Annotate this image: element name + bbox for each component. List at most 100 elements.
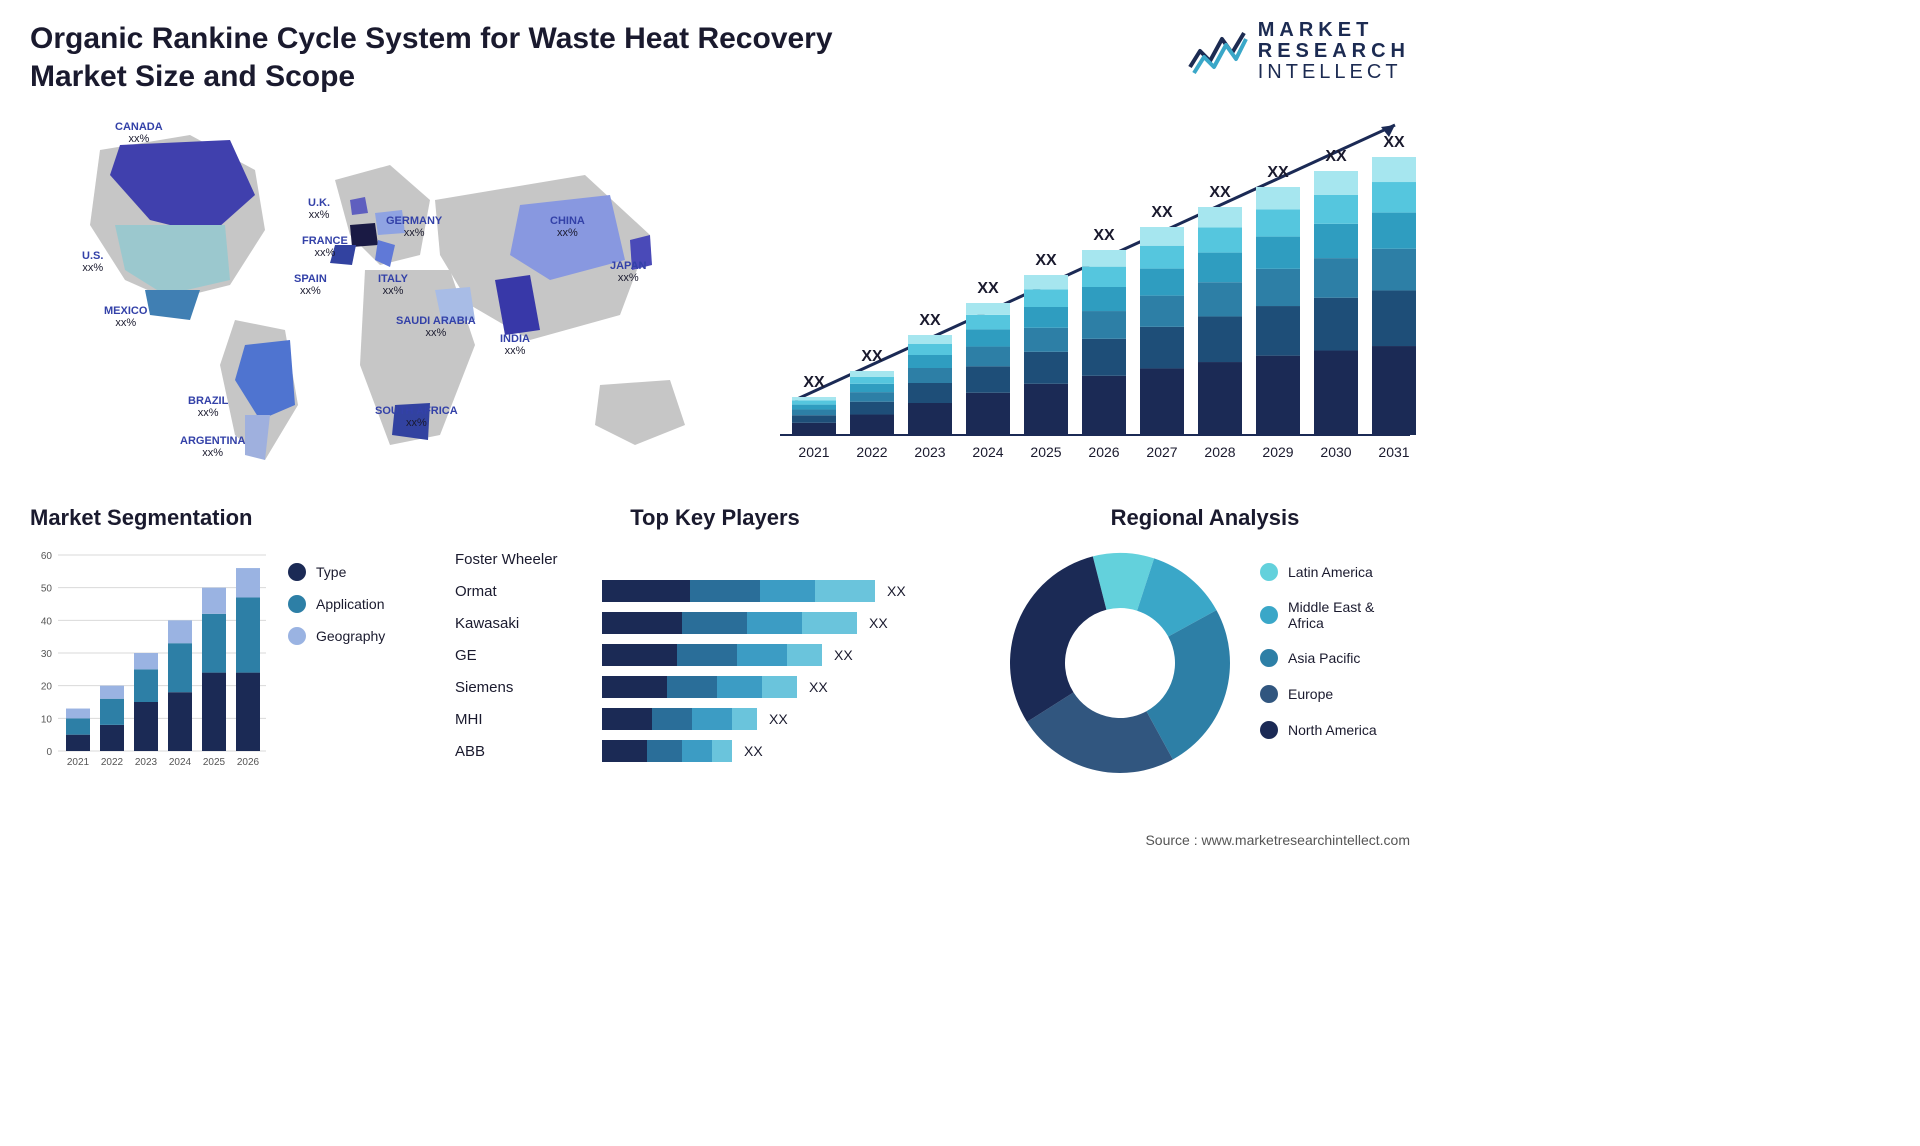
brand-logo: MARKET RESEARCH INTELLECT	[1188, 20, 1410, 83]
svg-text:2027: 2027	[1146, 444, 1177, 460]
map-country-label: JAPANxx%	[610, 260, 646, 284]
svg-text:XX: XX	[1267, 164, 1289, 181]
svg-text:2025: 2025	[203, 757, 226, 768]
page-title: Organic Rankine Cycle System for Waste H…	[30, 20, 850, 95]
map-country-label: ITALYxx%	[378, 273, 408, 297]
player-label: ABB	[455, 743, 590, 760]
svg-text:2023: 2023	[914, 444, 945, 460]
svg-text:0: 0	[46, 747, 52, 758]
svg-text:40: 40	[41, 616, 53, 627]
player-bar	[602, 580, 875, 602]
regional-title: Regional Analysis	[1000, 505, 1410, 531]
svg-text:60: 60	[41, 551, 53, 562]
svg-text:2023: 2023	[135, 757, 158, 768]
svg-text:2025: 2025	[1030, 444, 1061, 460]
segmentation-chart: 0 10 20 30 40 50 60 2021 2022 2023 2024 2025 2026 Ty…	[30, 543, 430, 773]
player-value: XX	[834, 647, 853, 663]
svg-text:XX: XX	[1383, 134, 1405, 151]
svg-text:2024: 2024	[169, 757, 192, 768]
svg-text:XX: XX	[1151, 204, 1173, 221]
player-label: Ormat	[455, 583, 590, 600]
segmentation-legend: Type Application Geography	[288, 563, 385, 773]
svg-text:XX: XX	[977, 280, 999, 297]
segmentation-legend-item: Geography	[288, 627, 385, 645]
map-country-label: SOUTH AFRICAxx%	[375, 405, 458, 429]
regional-legend-item: Latin America	[1260, 563, 1390, 581]
logo-text-3: INTELLECT	[1258, 62, 1410, 83]
map-country-label: MEXICOxx%	[104, 305, 147, 329]
svg-text:2021: 2021	[67, 757, 90, 768]
player-value: XX	[769, 711, 788, 727]
svg-text:XX: XX	[861, 348, 883, 365]
map-country-label: CHINAxx%	[550, 215, 585, 239]
player-bar	[602, 740, 732, 762]
map-country-label: U.S.xx%	[82, 250, 103, 274]
svg-text:2022: 2022	[101, 757, 124, 768]
player-bar	[602, 676, 797, 698]
player-value: XX	[869, 615, 888, 631]
player-label: Kawasaki	[455, 615, 590, 632]
map-country-label: FRANCExx%	[302, 235, 348, 259]
player-label: GE	[455, 647, 590, 664]
svg-text:2022: 2022	[856, 444, 887, 460]
player-label: MHI	[455, 711, 590, 728]
player-row: MHI XX	[455, 703, 975, 735]
player-row: Foster Wheeler	[455, 543, 975, 575]
regional-legend-item: North America	[1260, 721, 1390, 739]
players-title: Top Key Players	[455, 505, 975, 531]
map-country-label: BRAZILxx%	[188, 395, 228, 419]
svg-text:XX: XX	[1325, 148, 1347, 165]
logo-icon	[1188, 27, 1248, 77]
player-row: Kawasaki XX	[455, 607, 975, 639]
player-bar	[602, 708, 757, 730]
player-value: XX	[809, 679, 828, 695]
player-bar	[602, 612, 857, 634]
map-country-label: U.K.xx%	[308, 197, 330, 221]
logo-text-1: MARKET	[1258, 20, 1410, 41]
svg-text:30: 30	[41, 649, 53, 660]
svg-text:2029: 2029	[1262, 444, 1293, 460]
logo-text-2: RESEARCH	[1258, 41, 1410, 62]
svg-text:2028: 2028	[1204, 444, 1235, 460]
svg-text:50: 50	[41, 584, 53, 595]
player-row: GE XX	[455, 639, 975, 671]
map-country-label: INDIAxx%	[500, 333, 530, 357]
segmentation-legend-item: Type	[288, 563, 385, 581]
players-chart: Foster WheelerOrmatXXKawasakiXXGEXXSieme…	[455, 543, 975, 767]
map-country-label: ARGENTINAxx%	[180, 435, 245, 459]
map-country-label: SPAINxx%	[294, 273, 327, 297]
regional-legend-item: Middle East & Africa	[1260, 599, 1390, 631]
regional-legend: Latin America Middle East & Africa Asia Pa…	[1260, 563, 1390, 739]
svg-text:2024: 2024	[972, 444, 1003, 460]
svg-text:XX: XX	[1209, 184, 1231, 201]
world-map: CANADAxx% U.S.xx% MEXICOxx% BRAZILxx% ARGENT…	[30, 105, 730, 485]
svg-text:10: 10	[41, 714, 53, 725]
growth-bar-chart: XX 2021 XX 2022 XX 2023 XX 2024 XX 2025 XX 2026 XX 20…	[760, 105, 1420, 485]
svg-text:2031: 2031	[1378, 444, 1409, 460]
svg-text:XX: XX	[1035, 252, 1057, 269]
player-value: XX	[744, 743, 763, 759]
player-row: ABB XX	[455, 735, 975, 767]
player-row: Ormat XX	[455, 575, 975, 607]
player-bar	[602, 644, 822, 666]
svg-text:2026: 2026	[237, 757, 260, 768]
svg-text:2030: 2030	[1320, 444, 1351, 460]
map-country-label: GERMANYxx%	[386, 215, 442, 239]
player-row: SiemensXX	[455, 671, 975, 703]
regional-legend-item: Asia Pacific	[1260, 649, 1390, 667]
player-label: Foster Wheeler	[455, 551, 590, 568]
svg-text:XX: XX	[1093, 227, 1115, 244]
svg-text:XX: XX	[803, 374, 825, 391]
regional-chart: Latin America Middle East & Africa Asia Pa…	[1000, 543, 1410, 783]
svg-text:2026: 2026	[1088, 444, 1119, 460]
regional-legend-item: Europe	[1260, 685, 1390, 703]
map-country-label: CANADAxx%	[115, 121, 163, 145]
segmentation-title: Market Segmentation	[30, 505, 430, 531]
player-value: XX	[887, 583, 906, 599]
svg-text:20: 20	[41, 682, 53, 693]
svg-text:XX: XX	[919, 312, 941, 329]
source-attribution: Source : www.marketresearchintellect.com	[1145, 832, 1410, 848]
map-country-label: SAUDI ARABIAxx%	[396, 315, 476, 339]
segmentation-legend-item: Application	[288, 595, 385, 613]
svg-text:2021: 2021	[798, 444, 829, 460]
